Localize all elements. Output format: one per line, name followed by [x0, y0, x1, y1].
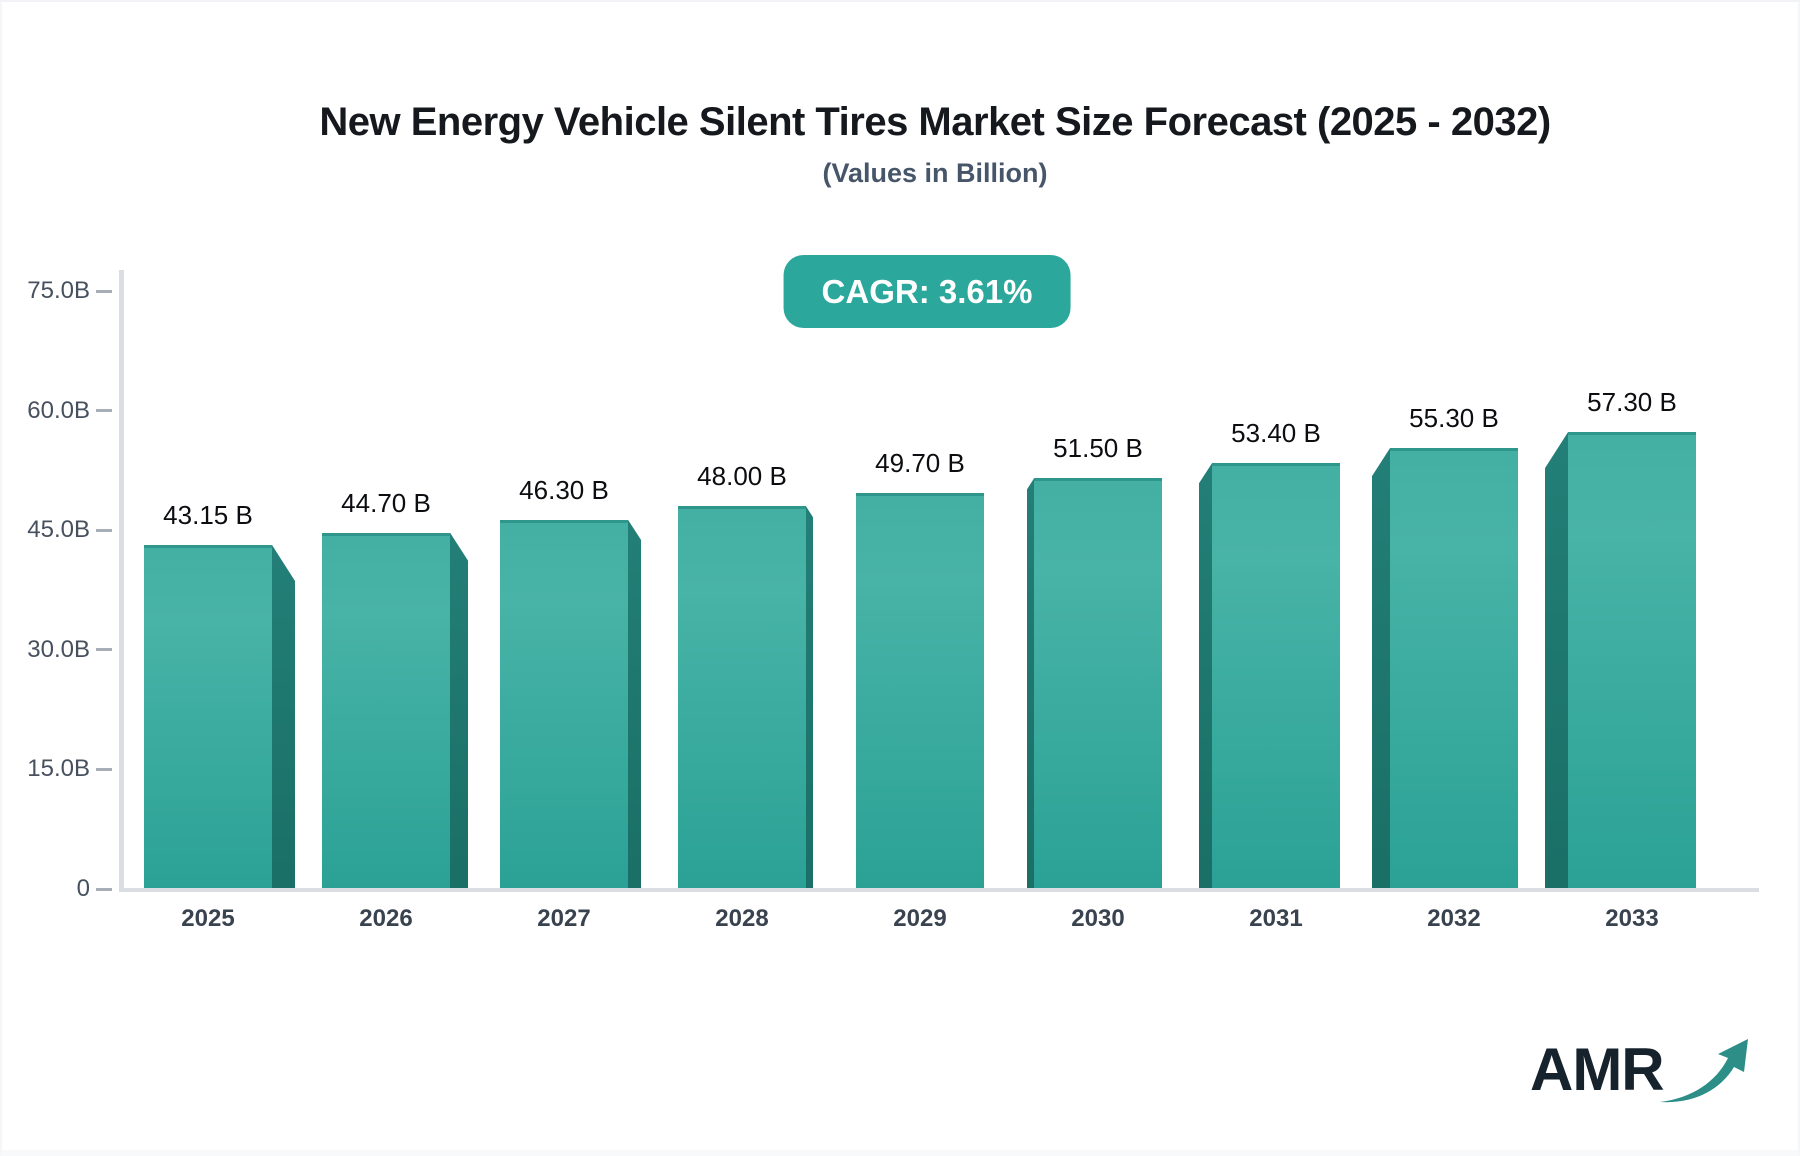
- bar[interactable]: [1390, 448, 1518, 889]
- bar[interactable]: [500, 519, 628, 889]
- x-axis-category-label: 2031: [1249, 905, 1303, 932]
- bar-value-label: 46.30 B: [519, 474, 609, 505]
- y-tick-label: 60.0B: [27, 396, 90, 424]
- bar-value-label: 44.70 B: [341, 487, 431, 518]
- y-tick-mark: [96, 409, 112, 413]
- x-axis-category-label: 2029: [893, 905, 947, 932]
- bar-value-label: 48.00 B: [697, 461, 787, 492]
- bar[interactable]: [856, 492, 984, 889]
- cagr-badge: CAGR: 3.61%: [783, 255, 1071, 328]
- y-axis-line: [119, 270, 124, 892]
- y-tick-mark: [96, 289, 112, 293]
- bar[interactable]: [144, 544, 272, 889]
- bar-3d-side: [628, 519, 641, 889]
- growth-arrow-icon: [1660, 1039, 1748, 1103]
- x-axis-category-label: 2026: [359, 905, 413, 932]
- y-tick-mark: [96, 528, 112, 532]
- bar-3d-side: [1545, 432, 1568, 889]
- bar[interactable]: [1212, 463, 1340, 889]
- x-axis-category-label: 2033: [1605, 905, 1659, 932]
- x-axis-line: [119, 887, 1759, 892]
- bar[interactable]: [322, 532, 450, 889]
- bar[interactable]: [1568, 432, 1696, 889]
- y-tick-label: 0: [76, 875, 90, 902]
- y-tick-label: 75.0B: [27, 277, 90, 304]
- x-axis-category-label: 2025: [181, 905, 235, 932]
- bar-3d-side: [450, 532, 468, 889]
- amr-logo[interactable]: AMR: [1530, 1034, 1770, 1114]
- bar-3d-side: [1027, 478, 1034, 889]
- chart-title: New Energy Vehicle Silent Tires Market S…: [319, 100, 1551, 144]
- y-tick-label: 30.0B: [27, 635, 90, 663]
- bar-3d-side: [806, 506, 813, 889]
- x-axis-category-label: 2030: [1071, 905, 1125, 932]
- bar-3d-side: [1372, 448, 1390, 889]
- bar-value-label: 49.70 B: [875, 447, 965, 478]
- bar[interactable]: [678, 506, 806, 889]
- y-tick-mark: [96, 767, 112, 771]
- bar-3d-side: [272, 544, 295, 889]
- bar-value-label: 55.30 B: [1409, 403, 1499, 434]
- x-axis-category-label: 2032: [1427, 905, 1481, 932]
- bar-3d-side: [1199, 463, 1212, 889]
- y-tick-label: 45.0B: [27, 516, 90, 544]
- y-tick-mark: [96, 648, 112, 652]
- x-axis-category-label: 2028: [715, 905, 769, 932]
- bar-value-label: 57.30 B: [1587, 387, 1677, 418]
- amr-logo-text: AMR: [1530, 1036, 1665, 1103]
- bar[interactable]: [1034, 478, 1162, 889]
- bar-value-label: 53.40 B: [1231, 418, 1321, 449]
- bar-value-label: 51.50 B: [1053, 433, 1143, 464]
- chart-subtitle: (Values in Billion): [822, 158, 1048, 188]
- y-tick-mark: [96, 887, 112, 891]
- bar-value-label: 43.15 B: [163, 499, 253, 530]
- y-tick-label: 15.0B: [27, 755, 90, 783]
- x-axis-category-label: 2027: [537, 905, 591, 932]
